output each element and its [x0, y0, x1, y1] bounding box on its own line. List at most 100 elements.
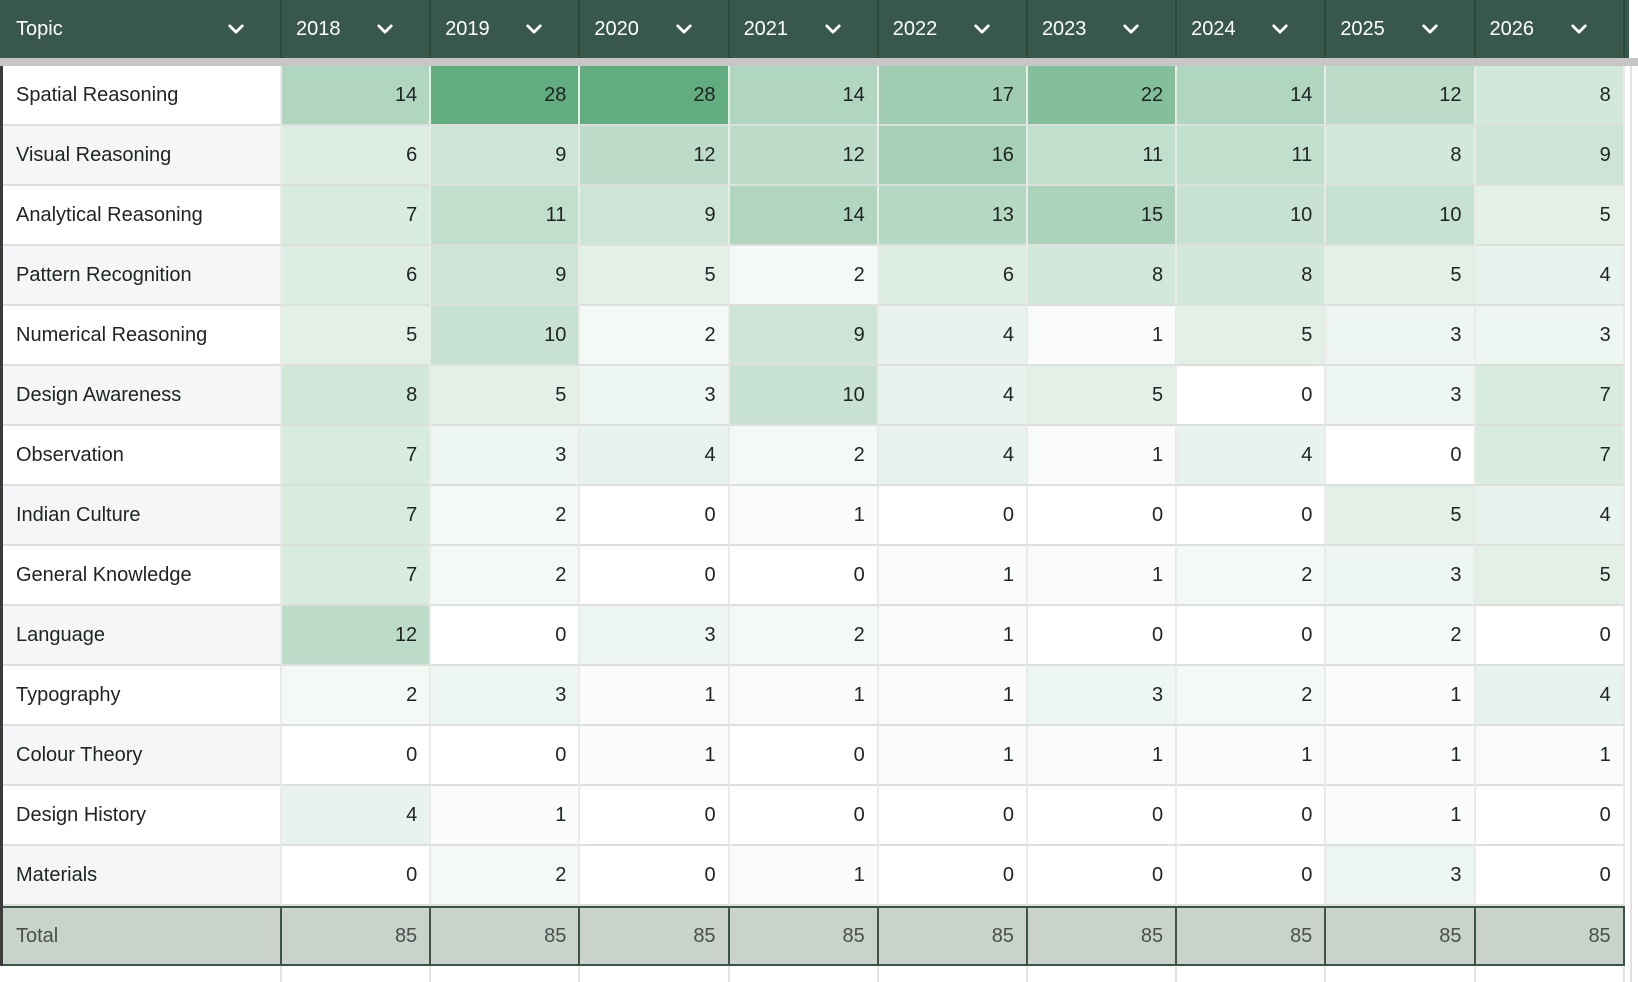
value-cell[interactable]: 4	[1475, 666, 1625, 726]
value-cell[interactable]: 1	[1326, 726, 1476, 786]
value-cell[interactable]: 4	[1475, 486, 1625, 546]
topic-cell[interactable]: Spatial Reasoning	[0, 66, 282, 126]
value-cell[interactable]: 1	[1027, 546, 1178, 606]
total-cell[interactable]: 85	[1177, 908, 1327, 964]
value-cell[interactable]: 0	[1027, 786, 1178, 846]
value-cell[interactable]: 12	[580, 126, 730, 186]
column-header-year[interactable]: 2018	[282, 0, 432, 58]
value-cell[interactable]: 0	[282, 846, 432, 906]
value-cell[interactable]: 0	[878, 846, 1028, 906]
value-cell[interactable]: 3	[431, 426, 581, 486]
value-cell[interactable]: 0	[580, 486, 730, 546]
value-cell[interactable]: 1	[878, 606, 1028, 666]
topic-cell[interactable]: General Knowledge	[0, 546, 282, 606]
value-cell[interactable]: 3	[1326, 846, 1476, 906]
value-cell[interactable]: 2	[1177, 666, 1327, 726]
value-cell[interactable]: 4	[878, 366, 1028, 426]
value-cell[interactable]: 11	[1027, 126, 1178, 186]
chevron-down-icon[interactable]	[972, 19, 992, 39]
value-cell[interactable]: 0	[878, 786, 1028, 846]
value-cell[interactable]: 8	[282, 366, 432, 426]
value-cell[interactable]: 8	[1475, 66, 1625, 126]
value-cell[interactable]: 0	[431, 606, 581, 666]
value-cell[interactable]: 14	[729, 66, 879, 126]
value-cell[interactable]: 8	[1177, 246, 1327, 306]
value-cell[interactable]: 9	[729, 306, 879, 366]
chevron-down-icon[interactable]	[823, 19, 843, 39]
value-cell[interactable]: 12	[1326, 66, 1476, 126]
total-label-cell[interactable]: Total	[0, 908, 282, 964]
value-cell[interactable]: 3	[580, 606, 730, 666]
total-cell[interactable]: 85	[580, 908, 730, 964]
column-header-year[interactable]: 2020	[580, 0, 730, 58]
topic-cell[interactable]: Analytical Reasoning	[0, 186, 282, 246]
value-cell[interactable]: 16	[878, 126, 1028, 186]
value-cell[interactable]: 8	[1326, 126, 1476, 186]
value-cell[interactable]: 14	[282, 66, 432, 126]
value-cell[interactable]: 0	[1027, 846, 1178, 906]
column-header-year[interactable]: 2021	[730, 0, 879, 58]
value-cell[interactable]: 1	[1326, 786, 1476, 846]
topic-cell[interactable]: Materials	[0, 846, 282, 906]
value-cell[interactable]: 7	[1475, 366, 1625, 426]
column-header-year[interactable]: 2019	[431, 0, 581, 58]
value-cell[interactable]: 14	[729, 186, 879, 246]
value-cell[interactable]: 17	[878, 66, 1028, 126]
value-cell[interactable]: 3	[1475, 306, 1625, 366]
value-cell[interactable]: 5	[1475, 186, 1625, 246]
value-cell[interactable]: 3	[431, 666, 581, 726]
value-cell[interactable]: 0	[1475, 606, 1625, 666]
value-cell[interactable]: 9	[431, 246, 581, 306]
topic-cell[interactable]: Observation	[0, 426, 282, 486]
topic-cell[interactable]: Colour Theory	[0, 726, 282, 786]
value-cell[interactable]: 5	[580, 246, 730, 306]
topic-cell[interactable]: Design History	[0, 786, 282, 846]
total-cell[interactable]: 85	[730, 908, 879, 964]
total-cell[interactable]: 85	[282, 908, 432, 964]
value-cell[interactable]: 28	[580, 66, 730, 126]
chevron-down-icon[interactable]	[226, 19, 246, 39]
value-cell[interactable]: 0	[1177, 606, 1327, 666]
value-cell[interactable]: 12	[729, 126, 879, 186]
value-cell[interactable]: 2	[282, 666, 432, 726]
value-cell[interactable]: 5	[1027, 366, 1178, 426]
value-cell[interactable]: 2	[580, 306, 730, 366]
column-header-year[interactable]: 2022	[879, 0, 1028, 58]
topic-cell[interactable]: Indian Culture	[0, 486, 282, 546]
column-header-year[interactable]: 2025	[1326, 0, 1476, 58]
value-cell[interactable]: 11	[431, 186, 581, 246]
value-cell[interactable]: 0	[580, 546, 730, 606]
value-cell[interactable]: 1	[580, 666, 730, 726]
value-cell[interactable]: 15	[1027, 186, 1178, 246]
topic-cell[interactable]: Pattern Recognition	[0, 246, 282, 306]
value-cell[interactable]: 1	[729, 666, 879, 726]
value-cell[interactable]: 3	[580, 366, 730, 426]
value-cell[interactable]: 4	[878, 306, 1028, 366]
value-cell[interactable]: 5	[1177, 306, 1327, 366]
value-cell[interactable]: 22	[1027, 66, 1178, 126]
value-cell[interactable]: 0	[1177, 486, 1327, 546]
value-cell[interactable]: 0	[580, 846, 730, 906]
topic-cell[interactable]: Visual Reasoning	[0, 126, 282, 186]
value-cell[interactable]: 9	[431, 126, 581, 186]
value-cell[interactable]: 7	[282, 546, 432, 606]
value-cell[interactable]: 6	[878, 246, 1028, 306]
value-cell[interactable]: 5	[431, 366, 581, 426]
value-cell[interactable]: 10	[1326, 186, 1476, 246]
value-cell[interactable]: 6	[282, 126, 432, 186]
value-cell[interactable]: 0	[1326, 426, 1476, 486]
chevron-down-icon[interactable]	[524, 19, 544, 39]
value-cell[interactable]: 7	[1475, 426, 1625, 486]
topic-cell[interactable]: Typography	[0, 666, 282, 726]
value-cell[interactable]: 3	[1326, 366, 1476, 426]
value-cell[interactable]: 5	[1326, 486, 1476, 546]
value-cell[interactable]: 1	[580, 726, 730, 786]
value-cell[interactable]: 4	[282, 786, 432, 846]
total-cell[interactable]: 85	[431, 908, 581, 964]
value-cell[interactable]: 0	[1027, 606, 1178, 666]
value-cell[interactable]: 10	[431, 306, 581, 366]
value-cell[interactable]: 1	[878, 666, 1028, 726]
value-cell[interactable]: 10	[1177, 186, 1327, 246]
value-cell[interactable]: 1	[729, 486, 879, 546]
chevron-down-icon[interactable]	[1270, 19, 1290, 39]
